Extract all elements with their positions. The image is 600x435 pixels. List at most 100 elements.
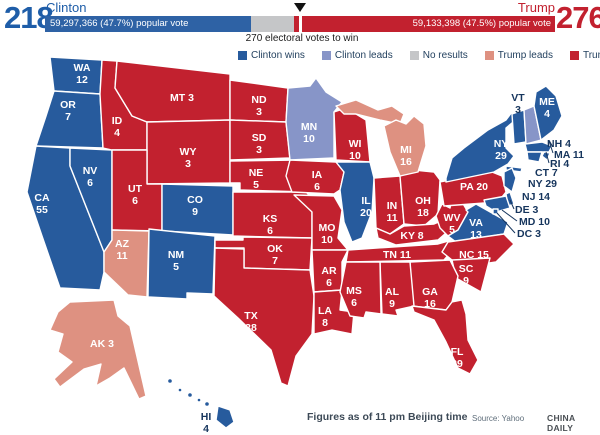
footer-note: Figures as of 11 pm Beijing time bbox=[307, 411, 468, 423]
state-label-OH: OH bbox=[415, 195, 431, 207]
footer-source: Source: Yahoo bbox=[472, 414, 525, 423]
state-label-ND: ND bbox=[251, 94, 267, 106]
state-label-OR: 7 bbox=[65, 111, 71, 123]
state-label-UT: UT bbox=[128, 183, 143, 195]
legend-swatch-clinton_lead bbox=[321, 51, 331, 60]
legend-item-trump_lead: Trump leads bbox=[484, 50, 553, 61]
leader-DC bbox=[496, 212, 516, 234]
state-label-MO: MO bbox=[319, 222, 336, 234]
leader-DE bbox=[509, 199, 515, 210]
state-label-DE: DE 3 bbox=[515, 204, 539, 216]
legend-label: No results bbox=[422, 50, 468, 61]
state-label-ND: 3 bbox=[256, 106, 262, 118]
state-label-MO: 10 bbox=[321, 234, 333, 246]
state-label-NY: NY bbox=[494, 138, 509, 150]
legend-swatch-no_results bbox=[409, 51, 419, 60]
state-label-VT: 3 bbox=[515, 104, 521, 116]
state-MA bbox=[524, 141, 553, 153]
state-MI bbox=[383, 115, 427, 177]
state-label-PA: PA 20 bbox=[460, 181, 488, 193]
state-shapes bbox=[26, 56, 563, 429]
clinton-popular-vote: 59,297,366 (47.7%) popular vote bbox=[50, 18, 189, 29]
state-label-WA: WA bbox=[74, 62, 91, 74]
footer-credit: CHINA DAILY bbox=[547, 413, 576, 433]
state-OR bbox=[35, 90, 104, 149]
state-label-IA: 6 bbox=[314, 181, 320, 193]
state-label-TX: 38 bbox=[245, 322, 257, 334]
state-HI-island bbox=[186, 391, 194, 399]
state-label-AR: 6 bbox=[326, 277, 332, 289]
state-label-AR: AR bbox=[321, 265, 337, 277]
legend-item-clinton_lead: Clinton leads bbox=[321, 50, 393, 61]
state-label-HI: HI bbox=[201, 411, 212, 423]
state-label-NC: NC 15 bbox=[459, 249, 489, 261]
legend-swatch-clinton_win bbox=[238, 51, 247, 60]
state-label-NV: NV bbox=[83, 165, 98, 177]
state-label-SD: 3 bbox=[256, 144, 262, 156]
state-CT bbox=[526, 151, 543, 163]
state-label-AL: AL bbox=[385, 286, 400, 298]
state-label-IN: 11 bbox=[386, 212, 397, 224]
state-HI-island bbox=[166, 377, 174, 385]
state-label-NM: NM bbox=[168, 249, 185, 261]
state-label-MS: 6 bbox=[351, 297, 357, 309]
state-HI-island bbox=[203, 400, 211, 408]
state-label-VA: VA bbox=[469, 217, 483, 229]
legend-label: Trump wins bbox=[582, 50, 600, 61]
state-RI bbox=[541, 151, 551, 161]
legend-label: Trump leads bbox=[497, 50, 553, 61]
legend-item-no_results: No results bbox=[409, 50, 468, 61]
state-label-OK: OK bbox=[267, 243, 283, 255]
state-label-WY: 3 bbox=[185, 158, 191, 170]
leader-MA bbox=[548, 140, 554, 154]
state-label-FL: FL bbox=[451, 346, 464, 358]
state-label-RI: RI 4 bbox=[550, 158, 569, 170]
state-label-MD: MD 10 bbox=[519, 216, 550, 228]
state-label-LA: 8 bbox=[322, 317, 328, 329]
state-label-MN: 10 bbox=[303, 133, 315, 145]
trump-electoral-total: 276 bbox=[556, 0, 600, 35]
state-label-MI: 16 bbox=[400, 156, 412, 168]
state-label-NE: 5 bbox=[253, 179, 259, 191]
state-label-KS: KS bbox=[263, 213, 278, 225]
legend: Clinton wins Clinton leads No results Trump… bbox=[238, 50, 600, 61]
state-AL bbox=[379, 261, 415, 317]
state-label-IL: IL bbox=[361, 195, 371, 207]
legend-item-trump_win: Trump wins bbox=[569, 50, 600, 61]
state-label-NH: NH 4 bbox=[547, 138, 571, 150]
state-label-LA: LA bbox=[318, 305, 332, 317]
state-label-IL: 20 bbox=[360, 207, 372, 219]
trump-popular-vote: 59,133,398 (47.5%) popular vote bbox=[412, 18, 551, 29]
state-label-OH: 18 bbox=[417, 207, 429, 219]
state-label-NE: NE bbox=[249, 167, 264, 179]
bar-no-results-segment bbox=[251, 16, 294, 32]
state-label-NY: 29 bbox=[495, 150, 507, 162]
state-FL bbox=[411, 299, 479, 375]
state-label-UT: 6 bbox=[132, 195, 138, 207]
state-label-DC: DC 3 bbox=[517, 228, 541, 240]
state-label-CA: CA bbox=[34, 192, 50, 204]
state-MS bbox=[339, 261, 382, 319]
state-AR bbox=[311, 249, 349, 293]
state-MI-upper-peninsula bbox=[335, 99, 405, 125]
state-label-GA: GA bbox=[422, 286, 438, 298]
state-label-ME: 4 bbox=[544, 108, 550, 120]
clinton-name: Clinton bbox=[46, 0, 87, 15]
state-label-CA: 55 bbox=[36, 204, 48, 216]
state-label-VA: 13 bbox=[470, 229, 482, 241]
state-HI-island bbox=[177, 387, 183, 393]
state-label-SD: SD bbox=[252, 132, 267, 144]
state-AK bbox=[49, 299, 147, 400]
state-label-VT: VT bbox=[511, 92, 525, 104]
leader-lines bbox=[496, 140, 554, 234]
state-label-MA: MA 11 bbox=[554, 149, 584, 161]
state-label-OK: 7 bbox=[272, 255, 278, 267]
state-label-AZ: AZ bbox=[115, 238, 130, 250]
state-label-IA: IA bbox=[312, 169, 323, 181]
state-TX bbox=[213, 247, 315, 387]
state-MD bbox=[483, 195, 511, 213]
state-label-TX: TX bbox=[244, 310, 257, 322]
state-label-CO: CO bbox=[187, 194, 203, 206]
